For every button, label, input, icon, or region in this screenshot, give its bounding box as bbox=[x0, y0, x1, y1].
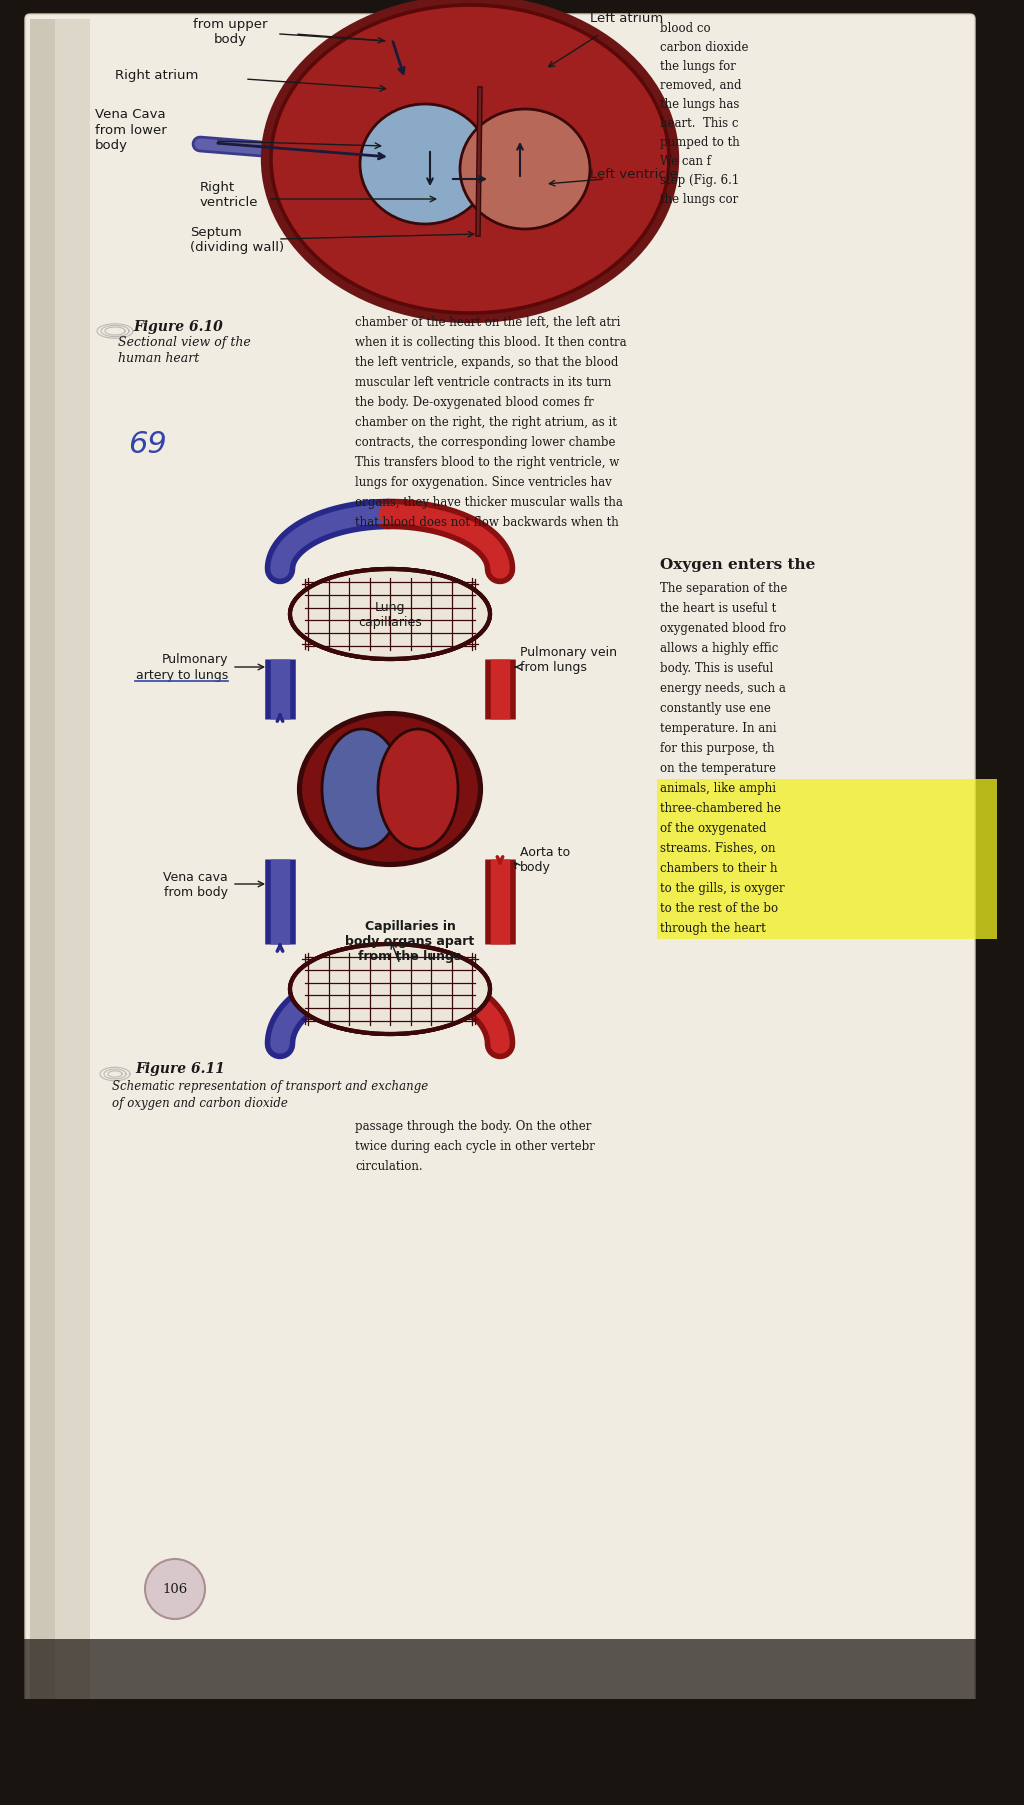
Text: the lungs cor: the lungs cor bbox=[660, 193, 738, 206]
Text: chambers to their h: chambers to their h bbox=[660, 861, 777, 874]
Text: Oxygen enters the: Oxygen enters the bbox=[660, 558, 815, 572]
Bar bbox=[657, 800, 997, 819]
Text: removed, and: removed, and bbox=[660, 79, 741, 92]
Text: from upper
body: from upper body bbox=[193, 18, 267, 45]
Text: organs, they have thicker muscular walls tha: organs, they have thicker muscular walls… bbox=[355, 496, 623, 509]
Text: blood co: blood co bbox=[660, 22, 711, 34]
Text: Pulmonary: Pulmonary bbox=[162, 653, 228, 666]
Text: allows a highly effic: allows a highly effic bbox=[660, 641, 778, 655]
Text: Septum
(dividing wall): Septum (dividing wall) bbox=[190, 226, 284, 255]
Text: chamber of the heart on the left, the left atri: chamber of the heart on the left, the le… bbox=[355, 316, 621, 329]
Text: when it is collecting this blood. It then contra: when it is collecting this blood. It the… bbox=[355, 336, 627, 348]
Text: lungs for oxygenation. Since ventricles hav: lungs for oxygenation. Since ventricles … bbox=[355, 477, 611, 489]
Text: Lung
capillaries: Lung capillaries bbox=[358, 601, 422, 628]
Text: carbon dioxide: carbon dioxide bbox=[660, 42, 749, 54]
Text: pumped to th: pumped to th bbox=[660, 135, 739, 150]
Text: through the heart: through the heart bbox=[660, 922, 766, 935]
Text: of oxygen and carbon dioxide: of oxygen and carbon dioxide bbox=[112, 1096, 288, 1110]
Text: contracts, the corresponding lower chambe: contracts, the corresponding lower chamb… bbox=[355, 435, 615, 449]
Ellipse shape bbox=[290, 944, 490, 1034]
Text: body. This is useful: body. This is useful bbox=[660, 662, 773, 675]
Bar bbox=[0, 1639, 1024, 1738]
Text: Capillaries in
body organs apart
from the lungs: Capillaries in body organs apart from th… bbox=[345, 919, 475, 962]
Text: Pulmonary vein
from lungs: Pulmonary vein from lungs bbox=[520, 646, 617, 673]
Bar bbox=[657, 859, 997, 879]
Text: Sectional view of the: Sectional view of the bbox=[118, 336, 251, 348]
Text: the left ventricle, expands, so that the blood: the left ventricle, expands, so that the… bbox=[355, 356, 618, 368]
Ellipse shape bbox=[378, 729, 458, 850]
Text: heart.  This c: heart. This c bbox=[660, 117, 738, 130]
Text: the body. De-oxygenated blood comes fr: the body. De-oxygenated blood comes fr bbox=[355, 395, 594, 408]
Text: human heart: human heart bbox=[118, 352, 200, 365]
Text: the lungs has: the lungs has bbox=[660, 97, 739, 110]
Ellipse shape bbox=[322, 729, 402, 850]
Text: 69: 69 bbox=[128, 430, 167, 458]
Text: twice during each cycle in other vertebr: twice during each cycle in other vertebr bbox=[355, 1139, 595, 1152]
Bar bbox=[657, 899, 997, 919]
Ellipse shape bbox=[290, 944, 490, 1034]
Text: streams. Fishes, on: streams. Fishes, on bbox=[660, 841, 775, 854]
Text: Figure 6.11: Figure 6.11 bbox=[135, 1061, 224, 1076]
Text: chamber on the right, the right atrium, as it: chamber on the right, the right atrium, … bbox=[355, 415, 616, 430]
Text: muscular left ventricle contracts in its turn: muscular left ventricle contracts in its… bbox=[355, 375, 611, 388]
Text: Figure 6.10: Figure 6.10 bbox=[133, 319, 223, 334]
Text: that blood does not flow backwards when th: that blood does not flow backwards when … bbox=[355, 516, 618, 529]
Ellipse shape bbox=[300, 715, 480, 865]
Text: Aorta to
body: Aorta to body bbox=[520, 845, 570, 874]
Bar bbox=[30, 20, 55, 1699]
Bar bbox=[30, 20, 90, 1699]
Bar bbox=[657, 879, 997, 899]
Bar bbox=[657, 919, 997, 939]
Text: animals, like amphi: animals, like amphi bbox=[660, 782, 776, 794]
Text: to the rest of the bo: to the rest of the bo bbox=[660, 901, 778, 915]
Text: The separation of the: The separation of the bbox=[660, 581, 787, 594]
Bar bbox=[0, 1699, 1024, 1805]
Text: temperature. In ani: temperature. In ani bbox=[660, 722, 776, 735]
Text: Right
ventricle: Right ventricle bbox=[200, 180, 258, 209]
Text: on the temperature: on the temperature bbox=[660, 762, 776, 774]
Bar bbox=[657, 819, 997, 839]
Text: Left atrium: Left atrium bbox=[590, 11, 664, 25]
Ellipse shape bbox=[290, 570, 490, 659]
Bar bbox=[657, 839, 997, 859]
Text: energy needs, such a: energy needs, such a bbox=[660, 682, 785, 695]
Text: oxygenated blood fro: oxygenated blood fro bbox=[660, 621, 786, 635]
Text: step (Fig. 6.1: step (Fig. 6.1 bbox=[660, 173, 739, 188]
Text: We can f: We can f bbox=[660, 155, 711, 168]
Text: for this purpose, th: for this purpose, th bbox=[660, 742, 774, 754]
Circle shape bbox=[145, 1560, 205, 1619]
Text: passage through the body. On the other: passage through the body. On the other bbox=[355, 1119, 592, 1132]
Ellipse shape bbox=[270, 5, 670, 314]
Text: Right atrium: Right atrium bbox=[115, 69, 199, 81]
Text: of the oxygenated: of the oxygenated bbox=[660, 821, 767, 834]
Text: artery to lungs: artery to lungs bbox=[136, 670, 228, 682]
Text: constantly use ene: constantly use ene bbox=[660, 702, 771, 715]
Text: to the gills, is oxyger: to the gills, is oxyger bbox=[660, 881, 784, 895]
Text: three-chambered he: three-chambered he bbox=[660, 801, 781, 814]
Text: the lungs for: the lungs for bbox=[660, 60, 736, 72]
Text: circulation.: circulation. bbox=[355, 1159, 423, 1173]
Ellipse shape bbox=[360, 105, 490, 226]
Bar bbox=[657, 780, 997, 800]
Text: Schematic representation of transport and exchange: Schematic representation of transport an… bbox=[112, 1079, 428, 1092]
Text: 106: 106 bbox=[163, 1583, 187, 1596]
FancyBboxPatch shape bbox=[25, 14, 975, 1704]
Ellipse shape bbox=[290, 570, 490, 659]
Text: the heart is useful t: the heart is useful t bbox=[660, 601, 776, 616]
Text: This transfers blood to the right ventricle, w: This transfers blood to the right ventri… bbox=[355, 455, 620, 469]
Ellipse shape bbox=[460, 110, 590, 229]
Text: Left ventricle: Left ventricle bbox=[590, 168, 678, 181]
Text: Vena cava
from body: Vena cava from body bbox=[163, 870, 228, 899]
Text: Vena Cava
from lower
body: Vena Cava from lower body bbox=[95, 108, 167, 152]
